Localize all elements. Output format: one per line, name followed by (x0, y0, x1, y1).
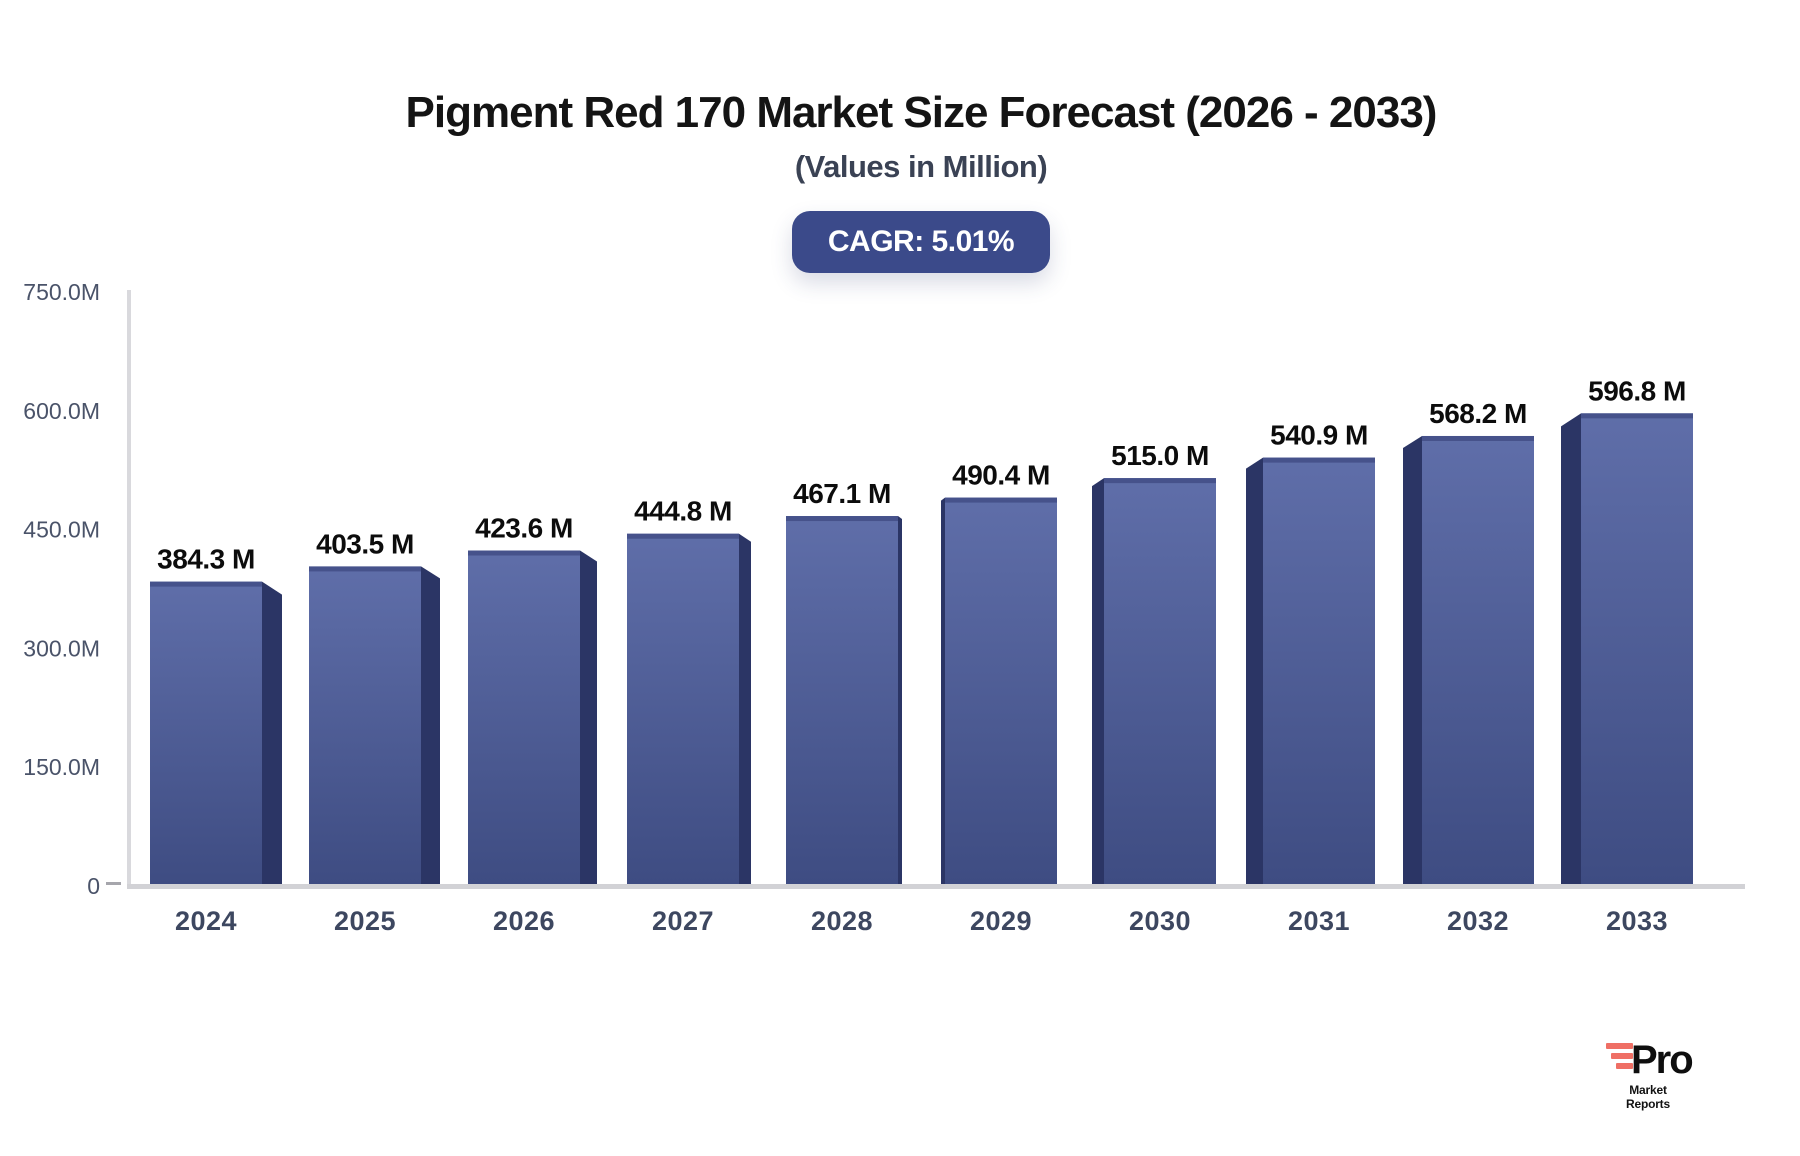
y-axis-tick-label: 600.0M (23, 398, 100, 424)
logo-lockup: Pro (1606, 1040, 1776, 1080)
x-axis-label: 2026 (493, 906, 555, 936)
bar-top-edge (1263, 457, 1375, 463)
bar-front-face (1263, 457, 1375, 886)
bar-2032: 568.2 M 2032 (1403, 398, 1534, 936)
pro-market-reports-logo: Pro Market Reports (1606, 1040, 1776, 1111)
chart-title: Pigment Red 170 Market Size Forecast (20… (405, 88, 1438, 137)
logo-wordmark: Pro (1631, 1038, 1694, 1082)
bar-side-face (580, 550, 597, 886)
bar-top-edge (786, 516, 898, 522)
bar-front-face (468, 550, 580, 886)
bar-top-edge (1104, 478, 1216, 484)
chart-subtitle: (Values in Million) (794, 148, 1048, 184)
bar-2030: 515.0 M 2030 (1092, 440, 1216, 936)
logo-tagline: Market Reports (1626, 1083, 1670, 1111)
x-axis-label: 2032 (1447, 906, 1509, 936)
bar-side-face (262, 581, 282, 886)
chart-header: Pigment Red 170 Market Size Forecast (20… (21, 88, 1800, 273)
x-axis-label: 2030 (1129, 906, 1191, 936)
bar-side-face (739, 533, 751, 886)
y-axis-line (127, 290, 131, 886)
bar-top-edge (150, 581, 262, 587)
bar-value-label: 384.3 M (157, 544, 255, 575)
bar-front-face (786, 516, 898, 886)
bar-2031: 540.9 M 2031 (1246, 420, 1375, 936)
bar-front-face (945, 497, 1057, 886)
x-axis-label: 2028 (811, 906, 873, 936)
y-axis-tick-label: 300.0M (23, 635, 100, 661)
zero-tick-dash (106, 882, 121, 885)
x-axis-label: 2029 (970, 906, 1032, 936)
bar-side-face (1246, 457, 1263, 886)
bar-2033: 596.8 M 2033 (1561, 375, 1693, 936)
y-axis-tick-label: 150.0M (23, 754, 100, 780)
x-axis-baseline (127, 884, 1745, 889)
bar-value-label: 490.4 M (952, 460, 1050, 491)
bar-value-label: 444.8 M (634, 496, 732, 527)
y-axis-tick-label: 0 (87, 873, 100, 899)
cagr-badge: CAGR: 5.01% (791, 210, 1051, 273)
bar-side-face (941, 497, 945, 886)
bar-value-label: 467.1 M (793, 478, 891, 509)
bar-front-face (627, 533, 739, 886)
logo-stripe (1616, 1063, 1633, 1069)
x-axis-label: 2031 (1288, 906, 1350, 936)
bar-value-label: 540.9 M (1270, 420, 1368, 451)
x-axis-label: 2027 (652, 906, 714, 936)
logo-stripes-icon (1606, 1043, 1633, 1069)
bar-front-face (1104, 478, 1216, 886)
logo-stripe (1611, 1053, 1633, 1059)
bar-top-edge (627, 533, 739, 539)
x-axis-label: 2024 (175, 906, 237, 936)
bar-2029: 490.4 M 2029 (941, 460, 1057, 936)
bar-side-face (898, 516, 902, 886)
y-axis-tick-label: 450.0M (23, 517, 100, 543)
bar-value-label: 403.5 M (316, 528, 414, 559)
bar-top-edge (468, 550, 580, 556)
bar-2027: 444.8 M 2027 (627, 496, 751, 936)
bar-value-label: 568.2 M (1429, 398, 1527, 429)
bar-top-edge (945, 497, 1057, 503)
bar-side-face (1092, 478, 1104, 886)
logo-stripe (1606, 1043, 1633, 1049)
bar-top-edge (1581, 413, 1693, 419)
bar-front-face (1581, 413, 1693, 886)
y-axis-tick-label: 750.0M (23, 279, 100, 305)
bar-top-edge (1422, 435, 1534, 441)
x-axis-label: 2025 (334, 906, 396, 936)
bar-top-edge (309, 566, 421, 572)
bar-2024: 384.3 M 2024 (150, 544, 282, 936)
bar-side-face (421, 566, 440, 886)
bar-2028: 467.1 M 2028 (786, 478, 902, 936)
bar-side-face (1403, 435, 1422, 886)
bar-value-label: 515.0 M (1111, 440, 1209, 471)
bar-2026: 423.6 M 2026 (468, 513, 597, 936)
bar-value-label: 596.8 M (1588, 375, 1686, 406)
bar-front-face (309, 566, 421, 886)
bar-front-face (150, 581, 262, 886)
x-axis-label: 2033 (1606, 906, 1668, 936)
bar-side-face (1561, 413, 1581, 886)
bar-front-face (1422, 435, 1534, 886)
bar-value-label: 423.6 M (475, 513, 573, 544)
bar-2025: 403.5 M 2025 (309, 528, 440, 936)
